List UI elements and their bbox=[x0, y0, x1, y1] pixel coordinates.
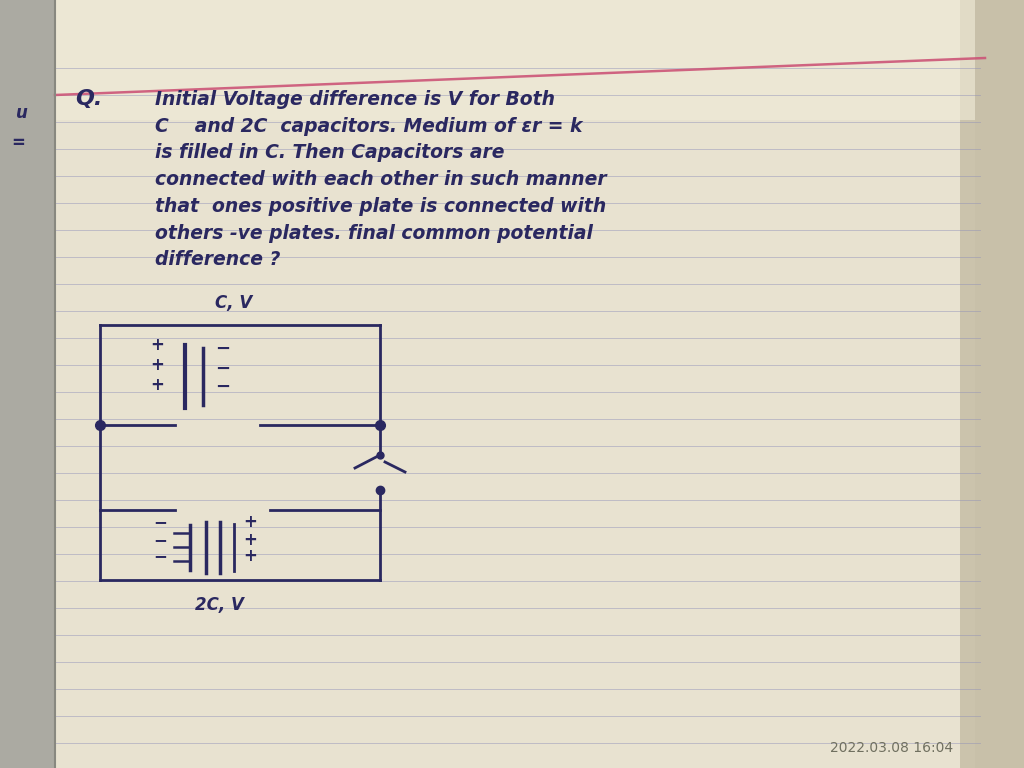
Text: C    and 2C  capacitors. Medium of εr = k: C and 2C capacitors. Medium of εr = k bbox=[155, 117, 583, 136]
Text: =: = bbox=[11, 134, 25, 152]
Text: −: − bbox=[153, 547, 167, 565]
Bar bbox=[55, 0, 975, 768]
Text: is filled in C. Then Capacitors are: is filled in C. Then Capacitors are bbox=[155, 143, 505, 162]
Text: u: u bbox=[16, 104, 28, 122]
Bar bbox=[0, 0, 55, 768]
Text: +: + bbox=[243, 531, 257, 549]
Text: −: − bbox=[153, 531, 167, 549]
Text: −: − bbox=[215, 378, 230, 396]
Text: C, V: C, V bbox=[215, 294, 252, 312]
Bar bbox=[961, 0, 1024, 768]
Text: −: − bbox=[215, 340, 230, 358]
Text: −: − bbox=[153, 513, 167, 531]
Text: −: − bbox=[215, 360, 230, 378]
Text: +: + bbox=[243, 513, 257, 531]
Text: 2C, V: 2C, V bbox=[195, 596, 244, 614]
Text: 2022.03.08 16:04: 2022.03.08 16:04 bbox=[830, 741, 953, 755]
Text: +: + bbox=[151, 356, 164, 374]
Text: Q.: Q. bbox=[75, 89, 102, 109]
Text: difference ?: difference ? bbox=[155, 250, 281, 269]
Text: connected with each other in such manner: connected with each other in such manner bbox=[155, 170, 606, 189]
Text: Initial Voltage difference is V for Both: Initial Voltage difference is V for Both bbox=[155, 90, 555, 109]
Text: +: + bbox=[151, 376, 164, 394]
Text: that  ones positive plate is connected with: that ones positive plate is connected wi… bbox=[155, 197, 606, 216]
Text: others -ve plates. final common potential: others -ve plates. final common potentia… bbox=[155, 224, 593, 243]
Text: +: + bbox=[151, 336, 164, 354]
Bar bbox=[55, 0, 975, 120]
Text: +: + bbox=[243, 547, 257, 565]
